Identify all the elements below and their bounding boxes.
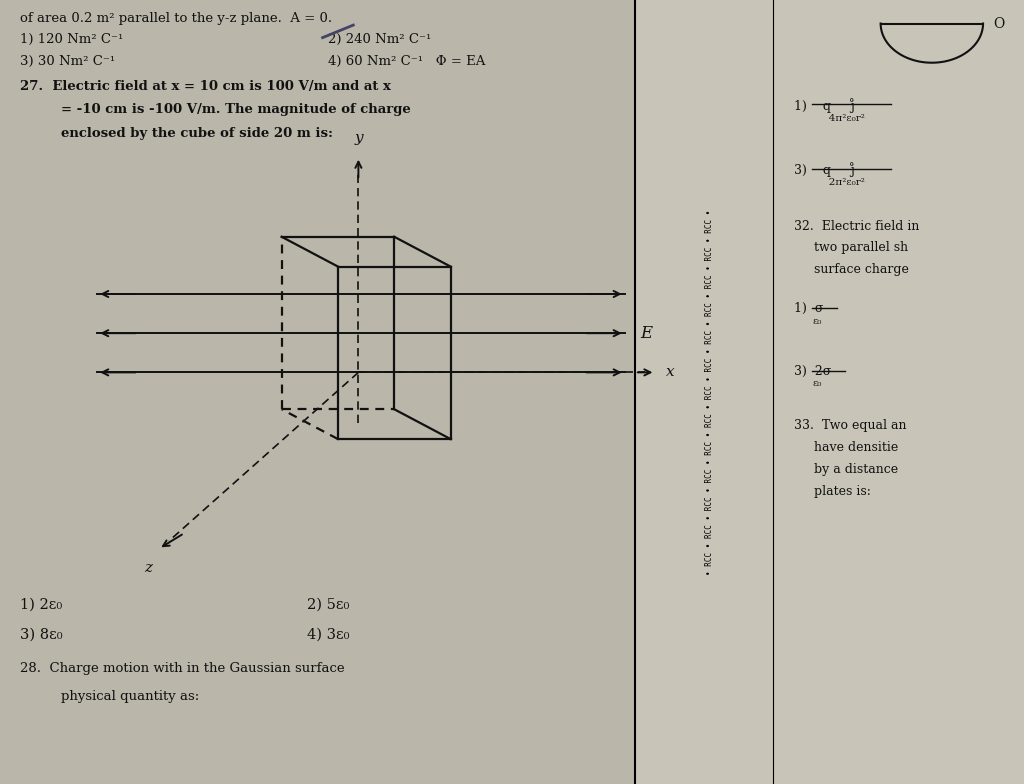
Bar	[635, 0, 1024, 784]
Text: 4) 3ε₀: 4) 3ε₀	[307, 627, 350, 641]
Text: 1) 120 Nm² C⁻¹: 1) 120 Nm² C⁻¹	[20, 33, 124, 46]
Text: z: z	[144, 561, 153, 575]
Bar	[0, 0, 635, 784]
Text: of area 0.2 m² parallel to the y-z plane.  A = 0.: of area 0.2 m² parallel to the y-z plane…	[20, 12, 333, 25]
Text: 4π²ε₀r²: 4π²ε₀r²	[819, 114, 865, 122]
Text: 4) 60 Nm² C⁻¹   Φ = EA: 4) 60 Nm² C⁻¹ Φ = EA	[328, 55, 485, 68]
Text: 3)    q     j̊: 3) q j̊	[794, 162, 854, 177]
Text: by a distance: by a distance	[794, 463, 898, 477]
Text: y: y	[354, 131, 362, 145]
Text: 27.  Electric field at x = 10 cm is 100 V/m and at x: 27. Electric field at x = 10 cm is 100 V…	[20, 80, 391, 93]
Text: 3)  2σ: 3) 2σ	[794, 365, 830, 378]
Text: ε₀: ε₀	[812, 317, 821, 325]
Text: = -10 cm is -100 V/m. The magnitude of charge: = -10 cm is -100 V/m. The magnitude of c…	[61, 103, 412, 117]
Text: 2) 5ε₀: 2) 5ε₀	[307, 597, 349, 612]
Text: 1)    q     j̊: 1) q j̊	[794, 98, 854, 113]
Text: enclosed by the cube of side 20 m is:: enclosed by the cube of side 20 m is:	[61, 127, 334, 140]
Text: • RCC • RCC • RCC • RCC • RCC • RCC • RCC • RCC • RCC • RCC • RCC • RCC • RCC •: • RCC • RCC • RCC • RCC • RCC • RCC • RC…	[705, 209, 714, 575]
Text: 2) 240 Nm² C⁻¹: 2) 240 Nm² C⁻¹	[328, 33, 431, 46]
Text: E: E	[640, 325, 652, 342]
Text: physical quantity as:: physical quantity as:	[61, 690, 200, 703]
Text: have densitie: have densitie	[794, 441, 898, 455]
Text: two parallel sh: two parallel sh	[794, 241, 907, 255]
Text: 33.  Two equal an: 33. Two equal an	[794, 419, 906, 433]
Text: 3) 8ε₀: 3) 8ε₀	[20, 627, 63, 641]
Text: 1) 2ε₀: 1) 2ε₀	[20, 597, 62, 612]
Text: 1)  σ: 1) σ	[794, 302, 823, 315]
Text: 2π²ε₀r²: 2π²ε₀r²	[819, 178, 865, 187]
Text: plates is:: plates is:	[794, 485, 870, 499]
Text: surface charge: surface charge	[794, 263, 908, 277]
Text: 3) 30 Nm² C⁻¹: 3) 30 Nm² C⁻¹	[20, 55, 116, 68]
Text: O: O	[993, 16, 1005, 31]
Text: 28.  Charge motion with in the Gaussian surface: 28. Charge motion with in the Gaussian s…	[20, 662, 345, 676]
Text: 32.  Electric field in: 32. Electric field in	[794, 220, 919, 233]
Text: ε₀: ε₀	[812, 379, 821, 388]
Text: x: x	[666, 365, 674, 379]
